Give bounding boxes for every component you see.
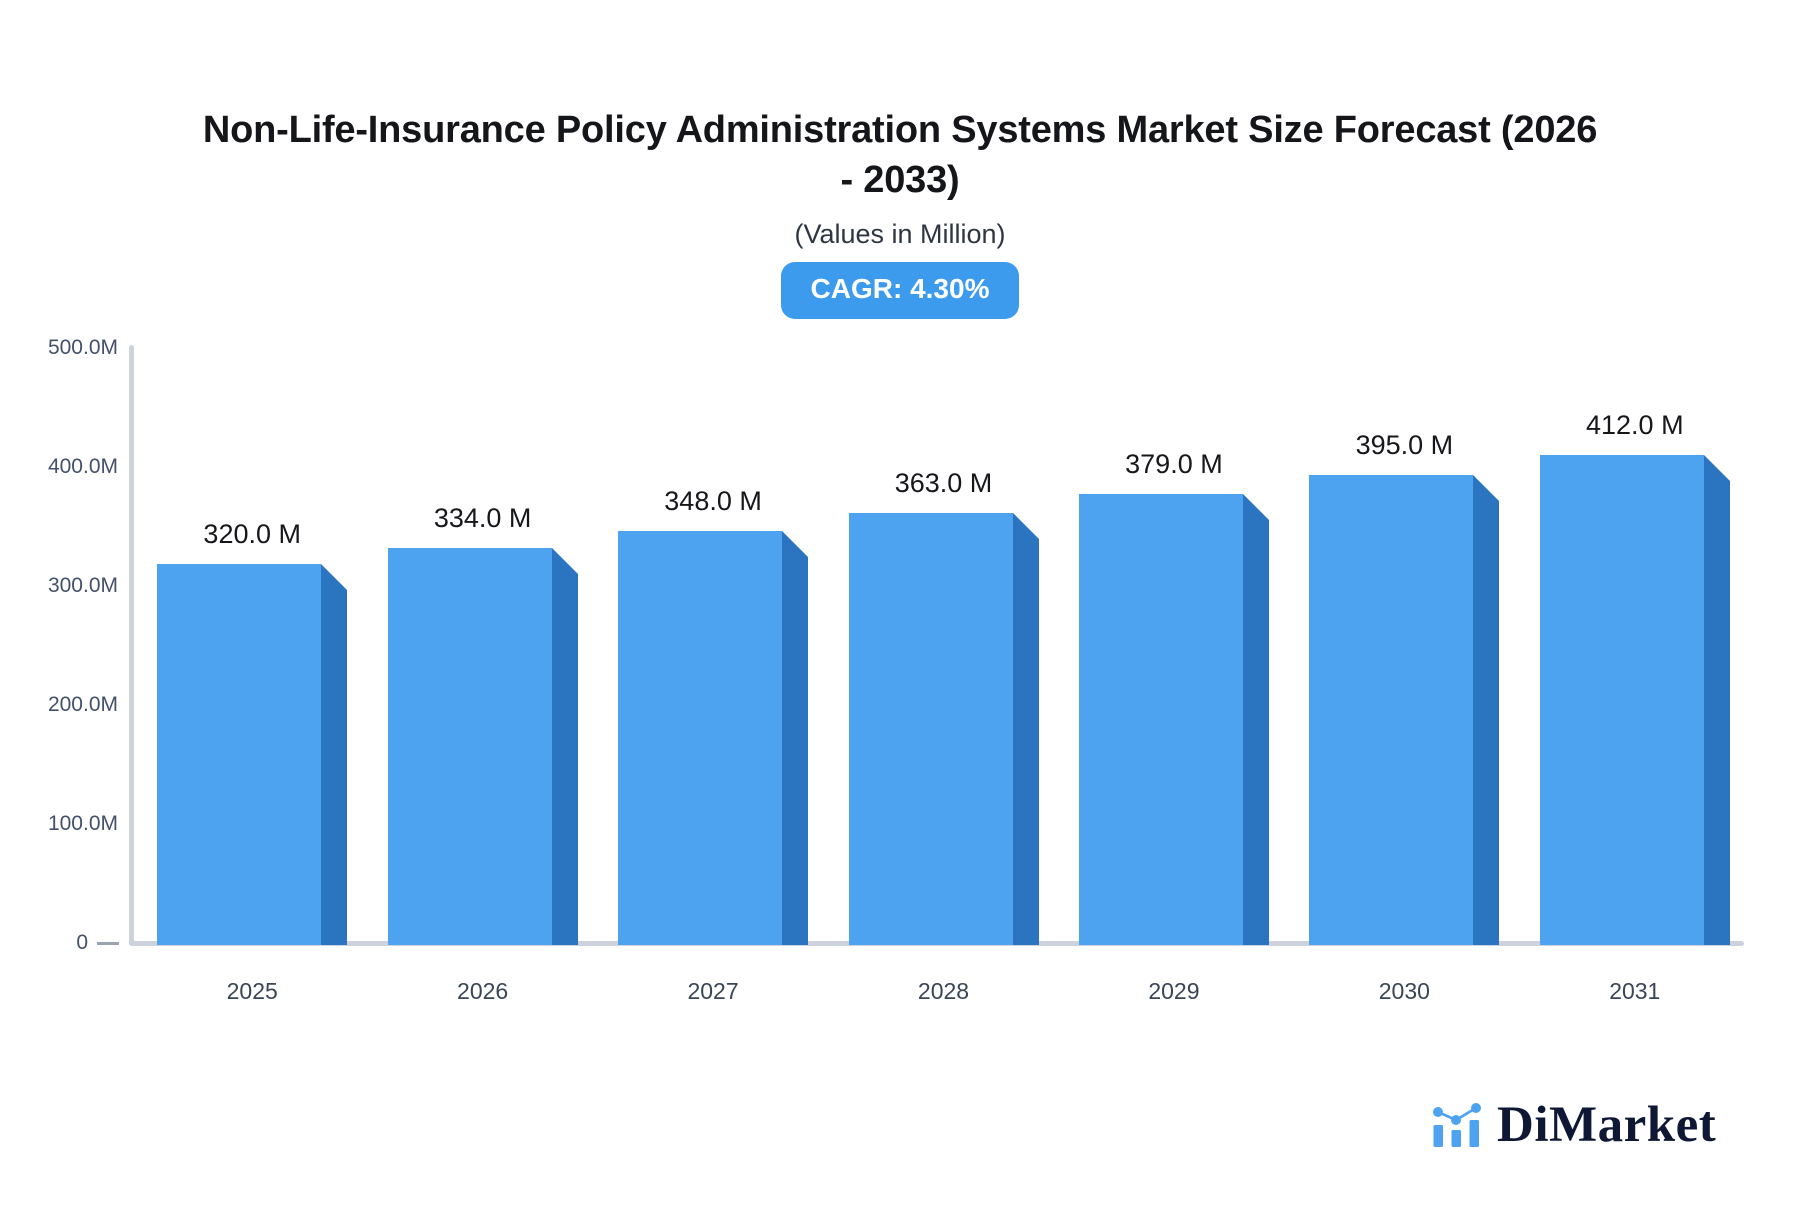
bar-side-face bbox=[1012, 539, 1039, 945]
bar-front-face bbox=[618, 530, 783, 945]
bar-bevel bbox=[1473, 474, 1500, 501]
brand-logo-text: DiMarket bbox=[1497, 1097, 1717, 1153]
bar-item[interactable]: 334.0 M bbox=[387, 478, 578, 945]
bar-item[interactable]: 395.0 M bbox=[1309, 405, 1500, 945]
bar-front-face bbox=[1309, 474, 1474, 945]
chart-subtitle: (Values in Million) bbox=[794, 219, 1006, 250]
bar-value-label: 334.0 M bbox=[433, 502, 532, 533]
bar-chart-icon bbox=[1433, 1102, 1481, 1147]
bar-item[interactable]: 320.0 M bbox=[157, 494, 348, 945]
bar-bevel bbox=[1703, 454, 1730, 481]
bar-bevel bbox=[782, 530, 809, 557]
page-title: Non-Life-Insurance Policy Administration… bbox=[202, 109, 1598, 202]
bar-side-face bbox=[1473, 500, 1500, 945]
bar-front-face bbox=[1078, 494, 1243, 945]
x-axis-tick-label: 2026 bbox=[457, 978, 509, 1004]
x-axis-tick-label: 2030 bbox=[1378, 978, 1430, 1004]
bar-bevel bbox=[1012, 513, 1039, 540]
x-axis-tick-label: 2028 bbox=[917, 978, 970, 1004]
bar-side-face bbox=[1242, 520, 1269, 945]
bar-front-face bbox=[1539, 454, 1704, 945]
x-axis-tick-label: 2029 bbox=[1148, 978, 1200, 1004]
bar-value-label: 363.0 M bbox=[894, 468, 993, 499]
y-axis-tick-label: 0 bbox=[76, 931, 88, 954]
y-axis-line bbox=[129, 345, 134, 945]
bar-value-label: 395.0 M bbox=[1355, 429, 1454, 460]
bar-item[interactable]: 379.0 M bbox=[1078, 424, 1269, 945]
chart-header: Non-Life-Insurance Policy Administration… bbox=[0, 0, 1800, 319]
brand-logo: DiMarket bbox=[1432, 1100, 1716, 1151]
x-axis-tick-label: 2025 bbox=[226, 978, 278, 1004]
bar-front-face bbox=[387, 547, 552, 945]
bar-side-face bbox=[1703, 480, 1730, 945]
y-axis-tick-label: 200.0M bbox=[47, 693, 118, 716]
bar-value-label: 348.0 M bbox=[664, 485, 762, 516]
bar-bevel bbox=[551, 547, 578, 574]
bar-value-label: 320.0 M bbox=[203, 519, 301, 550]
y-axis-tick-label: 300.0M bbox=[47, 574, 118, 597]
x-axis-tick-label: 2027 bbox=[687, 978, 739, 1004]
bar-value-label: 412.0 M bbox=[1586, 409, 1684, 440]
bar-bevel bbox=[1242, 494, 1269, 520]
x-axis-tick-label: 2031 bbox=[1609, 978, 1661, 1004]
bar-item[interactable]: 348.0 M bbox=[618, 461, 809, 945]
y-axis-tick-label: 400.0M bbox=[47, 455, 118, 478]
y-axis-zero-tick bbox=[97, 942, 119, 945]
bar-front-face bbox=[848, 513, 1013, 945]
cagr-badge: CAGR: 4.30% bbox=[780, 262, 1020, 319]
bar-bevel bbox=[321, 564, 348, 591]
bar-side-face bbox=[321, 590, 348, 945]
y-axis-tick-label: 500.0M bbox=[47, 336, 118, 359]
y-axis-tick-label: 100.0M bbox=[47, 812, 118, 835]
bar-item[interactable]: 412.0 M bbox=[1539, 385, 1730, 945]
bar-front-face bbox=[157, 564, 322, 945]
bar-item[interactable]: 363.0 M bbox=[848, 443, 1039, 945]
bar-side-face bbox=[782, 556, 809, 945]
bar-side-face bbox=[551, 573, 578, 945]
bar-value-label: 379.0 M bbox=[1125, 449, 1223, 479]
